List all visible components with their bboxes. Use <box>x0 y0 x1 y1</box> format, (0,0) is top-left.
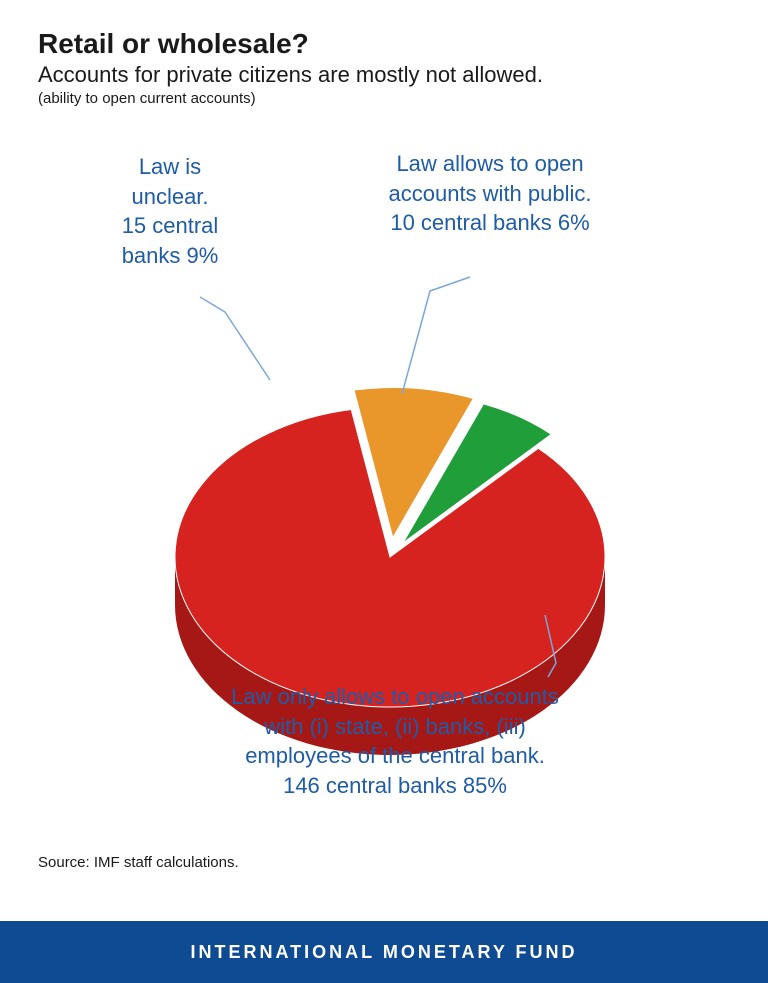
footer-bar: INTERNATIONAL MONETARY FUND <box>0 921 768 983</box>
footer-label: INTERNATIONAL MONETARY FUND <box>191 942 578 963</box>
header: Retail or wholesale? Accounts for privat… <box>0 0 768 117</box>
chart-subtitle: Accounts for private citizens are mostly… <box>38 62 730 88</box>
slice-label-public: Law allows to openaccounts with public.1… <box>340 149 640 238</box>
source-text: Source: IMF staff calculations. <box>38 854 239 871</box>
slice-label-restricted: Law only allows to open accountswith (i)… <box>170 682 620 801</box>
slice-label-unclear: Law isunclear.15 centralbanks 9% <box>90 152 250 271</box>
chart-title: Retail or wholesale? <box>38 28 730 60</box>
pie-chart: Law allows to openaccounts with public.1… <box>0 117 768 817</box>
chart-paren: (ability to open current accounts) <box>38 90 730 107</box>
